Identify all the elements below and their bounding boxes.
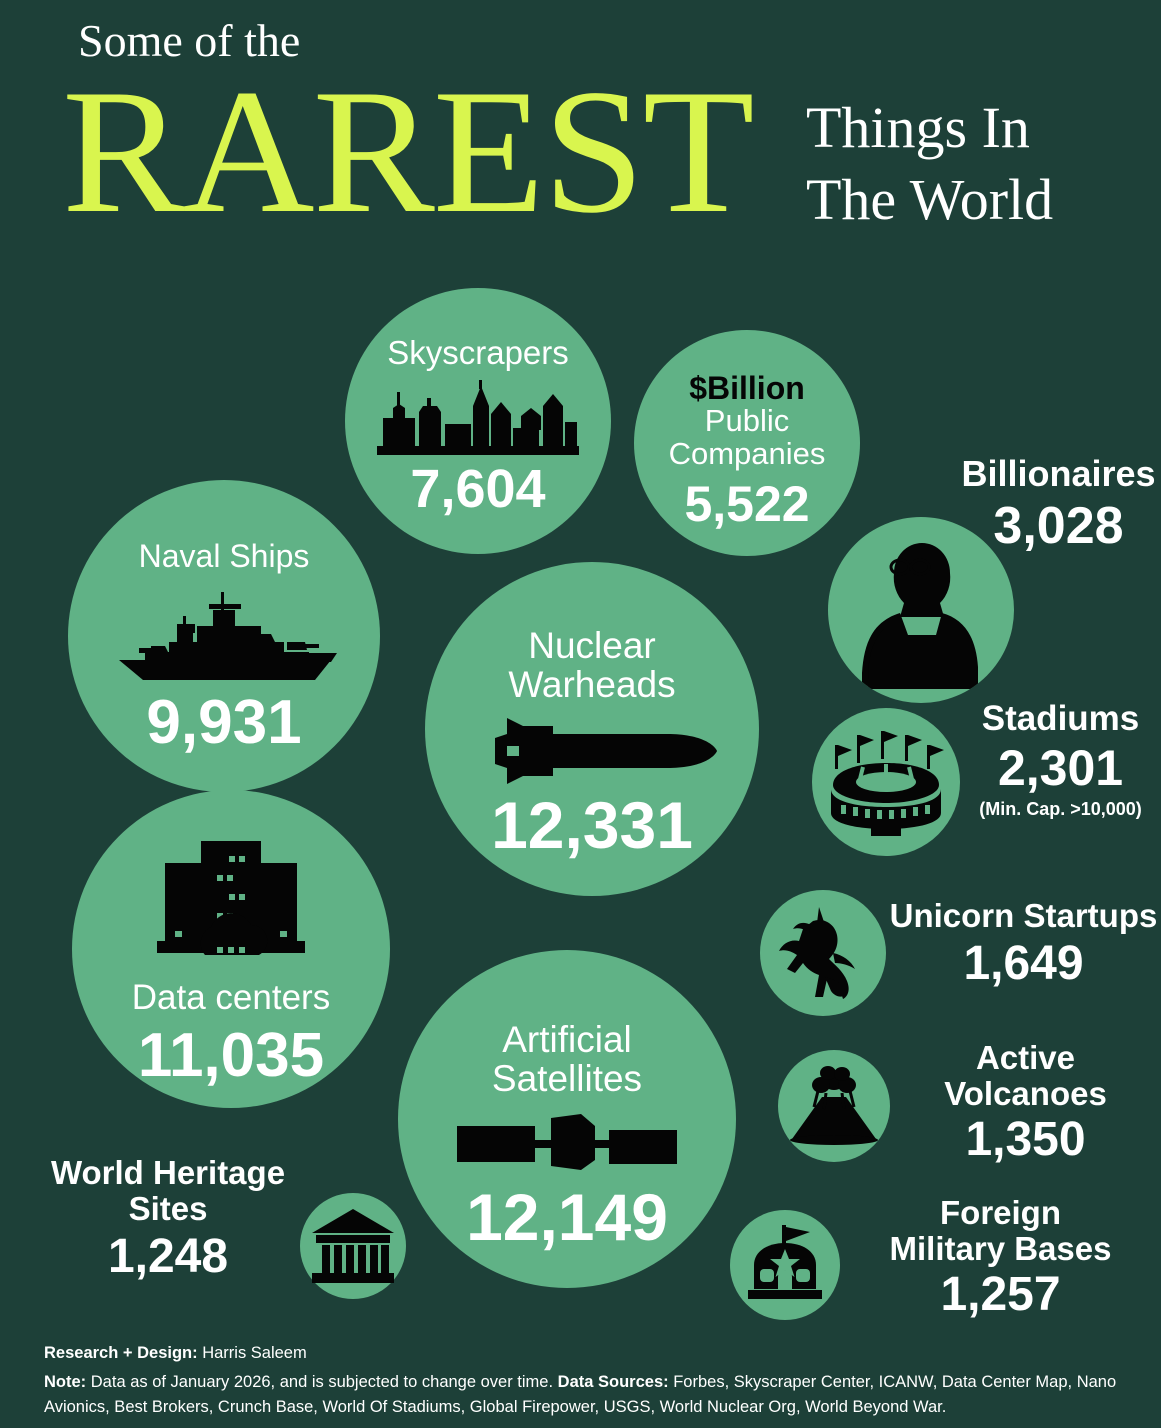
bubble-value-billion-public-companies: 5,522 <box>684 476 810 533</box>
warship-icon <box>109 590 339 686</box>
side-value-foreign-military-bases: 1,257 <box>940 1268 1061 1322</box>
header: Some of the RAREST Things In The World <box>0 0 1161 252</box>
bubble-label-satellites-l1: Artificial <box>502 1018 632 1060</box>
volcanoes-text: Active Volcanoes 1,350 <box>890 1040 1161 1167</box>
side-item-stadiums[interactable]: Stadiums 2,301 (Min. Cap. >10,000) <box>812 700 1161 860</box>
bubble-label-billion: $Billion <box>689 369 805 406</box>
side-label-heritage-l1: World Heritage <box>50 1154 286 1191</box>
side-item-foreign-military-bases[interactable]: Foreign Military Bases 1,257 <box>730 1195 1161 1335</box>
monument-icon <box>312 1209 394 1283</box>
header-suffix: Things In The World <box>806 92 1053 236</box>
side-value-active-volcanoes: 1,350 <box>965 1113 1086 1167</box>
side-label-volcanoes-l1: Active <box>975 1039 1076 1076</box>
bubble-label-naval-ships: Naval Ships <box>138 538 310 575</box>
side-label-unicorn-startups: Unicorn Startups <box>889 897 1158 934</box>
header-suffix-line2: The World <box>806 167 1054 232</box>
bubble-artificial-satellites[interactable]: Artificial Satellites 12,149 <box>398 950 736 1288</box>
footer-sources-text: Forbes, Skyscraper Center, ICANW, Data C… <box>44 1373 1117 1416</box>
side-item-world-heritage-sites[interactable]: World Heritage Sites 1,248 <box>40 1155 410 1300</box>
satellite-icon <box>455 1112 679 1174</box>
bubble-label-public: Public <box>704 403 790 439</box>
bubble-value-nuclear-warheads: 12,331 <box>491 788 693 863</box>
side-item-billionaires[interactable]: Billionaires 3,028 <box>828 453 1161 703</box>
footer: Research + Design: Harris Saleem Note: D… <box>44 1340 1134 1420</box>
unicorn-circle <box>760 890 886 1016</box>
header-suffix-line1: Things In <box>806 95 1030 160</box>
footer-sources-label: Data Sources: <box>557 1373 669 1391</box>
side-note-stadiums: (Min. Cap. >10,000) <box>979 798 1142 819</box>
bubble-nuclear-warheads[interactable]: Nuclear Warheads 12,331 <box>425 562 759 896</box>
footer-credit-name: Harris Saleem <box>202 1344 307 1362</box>
bubble-data-centers[interactable]: Data centers 11,035 <box>72 790 390 1108</box>
side-label-heritage-l2: Sites <box>128 1189 208 1227</box>
side-value-unicorn-startups: 1,649 <box>963 936 1084 990</box>
side-label-billionaires: Billionaires <box>961 453 1156 494</box>
bubble-value-naval-ships: 9,931 <box>146 687 302 757</box>
stadiums-circle <box>812 708 960 856</box>
bubble-label-nuclear-l1: Nuclear <box>528 624 656 666</box>
unicorn-icon <box>779 907 855 999</box>
unicorn-text: Unicorn Startups 1,649 <box>886 898 1161 991</box>
bubble-naval-ships[interactable]: Naval Ships <box>68 480 380 792</box>
side-value-stadiums: 2,301 <box>997 739 1124 796</box>
side-label-stadiums: Stadiums <box>981 699 1140 738</box>
footer-note-label: Note: <box>44 1373 87 1391</box>
bubble-label-nuclear-l2: Warheads <box>508 664 676 705</box>
bubble-label-skyscrapers: Skyscrapers <box>387 333 569 371</box>
footer-credit: Research + Design: Harris Saleem <box>44 1340 1134 1366</box>
server-cloud-icon <box>151 829 311 965</box>
billionaires-text: Billionaires 3,028 <box>956 453 1161 556</box>
military-base-text: Foreign Military Bases 1,257 <box>840 1195 1161 1322</box>
heritage-circle <box>300 1193 406 1299</box>
bubble-value-artificial-satellites: 12,149 <box>466 1180 668 1255</box>
bubble-value-data-centers: 11,035 <box>137 1020 325 1090</box>
bubble-value-skyscrapers: 7,604 <box>410 459 546 520</box>
side-value-billionaires: 3,028 <box>993 496 1124 555</box>
volcanoes-circle <box>778 1050 890 1162</box>
businessman-icon <box>862 543 978 689</box>
bubble-label-companies: Companies <box>668 436 826 472</box>
bubble-billion-public-companies[interactable]: $Billion Public Companies 5,522 <box>634 330 860 556</box>
footer-credit-label: Research + Design: <box>44 1344 198 1362</box>
side-value-world-heritage-sites: 1,248 <box>107 1230 229 1284</box>
heritage-text: World Heritage Sites 1,248 <box>40 1155 296 1284</box>
missile-icon <box>467 716 717 786</box>
header-kicker: Some of the <box>78 15 301 66</box>
bubble-label-data-centers: Data centers <box>131 978 331 1018</box>
page-title: RAREST <box>62 52 755 250</box>
military-base-circle <box>730 1210 840 1320</box>
bubble-label-satellites-l2: Satellites <box>491 1058 643 1099</box>
side-label-bases-l1: Foreign <box>940 1194 1061 1231</box>
footer-note: Note: Data as of January 2026, and is su… <box>44 1370 1134 1420</box>
military-base-icon <box>748 1225 822 1299</box>
footer-note-text: Data as of January 2026, and is subjecte… <box>90 1373 554 1391</box>
stadium-icon <box>831 731 944 836</box>
volcano-icon <box>790 1066 878 1145</box>
bubble-skyscrapers[interactable]: Skyscrapers <box>345 288 611 554</box>
skyline-icon <box>373 378 583 458</box>
stadiums-text: Stadiums 2,301 (Min. Cap. >10,000) <box>960 700 1161 820</box>
side-label-bases-l2: Military Bases <box>889 1229 1112 1267</box>
side-label-volcanoes-l2: Volcanoes <box>944 1074 1107 1112</box>
billionaires-circle <box>828 517 1014 703</box>
side-item-unicorn-startups[interactable]: Unicorn Startups 1,649 <box>760 890 1161 1020</box>
side-item-active-volcanoes[interactable]: Active Volcanoes 1,350 <box>778 1040 1161 1175</box>
